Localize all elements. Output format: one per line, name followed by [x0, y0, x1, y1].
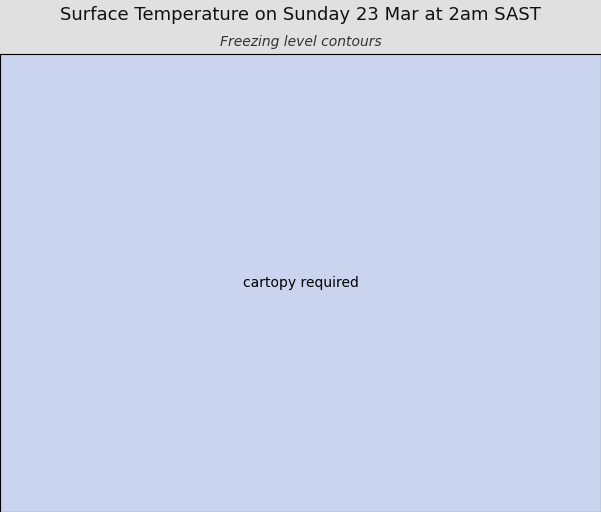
Text: cartopy required: cartopy required	[243, 276, 358, 290]
Text: Surface Temperature on Sunday 23 Mar at 2am SAST: Surface Temperature on Sunday 23 Mar at …	[60, 6, 541, 24]
Text: Freezing level contours: Freezing level contours	[219, 35, 382, 49]
